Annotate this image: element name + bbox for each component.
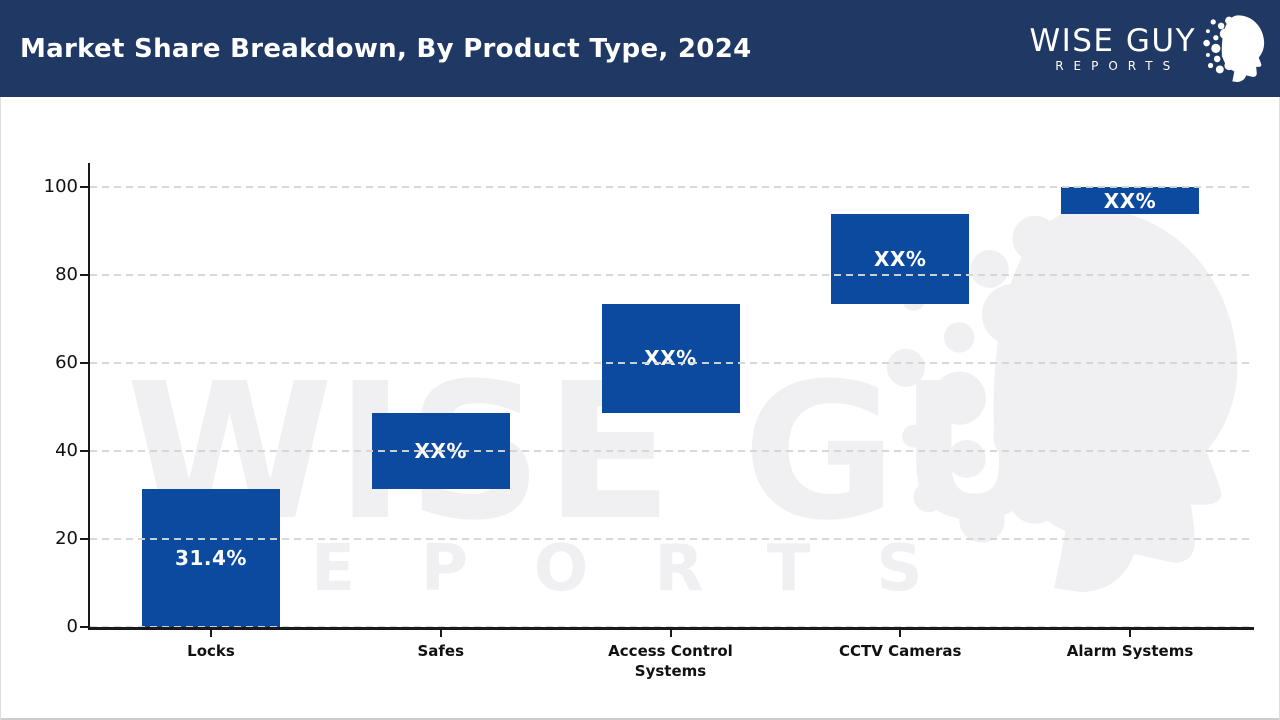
logo-head-icon [1203, 14, 1265, 82]
left-edge-line [0, 97, 1, 720]
x-axis-label-cctv-cameras: CCTV Cameras [839, 642, 962, 660]
y-axis-line [88, 163, 90, 630]
x-axis-label-safes: Safes [417, 642, 465, 660]
x-axis-label-alarm-systems: Alarm Systems [1066, 642, 1194, 660]
bar-value-label: XX% [874, 246, 927, 271]
y-tick-mark [80, 538, 89, 540]
watermark-subtext: REPORTS [196, 532, 989, 606]
bar-access-control-systems: XX% [601, 303, 740, 413]
bar-alarm-systems: XX% [1061, 187, 1199, 215]
x-tick-mark [439, 629, 442, 637]
bar-value-label: XX% [644, 346, 697, 371]
gridline [90, 186, 1252, 188]
wise-guy-logo: WISE GUY REPORTS [1029, 11, 1266, 87]
gridline [90, 538, 1252, 540]
watermark-head-icon [887, 208, 1238, 592]
y-tick-label: 80 [55, 264, 78, 285]
x-tick-mark [669, 629, 672, 637]
logo-wordmark-line2: REPORTS [1055, 58, 1181, 73]
bar-locks: 31.4% [142, 488, 280, 627]
bar-cctv-cameras: XX% [831, 214, 970, 304]
y-tick-mark [80, 626, 89, 628]
x-tick-mark [1129, 629, 1131, 637]
logo-wordmark-line1: WISE GUY [1029, 22, 1196, 59]
y-tick-label: 60 [55, 352, 78, 373]
y-tick-mark [80, 450, 89, 452]
chart-title: Market Share Breakdown, By Product Type,… [20, 33, 752, 64]
y-tick-label: 100 [43, 176, 78, 197]
bar-value-label: 31.4% [175, 545, 247, 570]
y-tick-label: 0 [66, 616, 78, 637]
y-tick-label: 40 [55, 440, 78, 461]
x-tick-mark [899, 629, 902, 637]
x-axis-label-locks: Locks [187, 642, 235, 660]
y-tick-mark [80, 362, 89, 364]
gridline [90, 274, 1252, 276]
y-tick-mark [80, 274, 89, 276]
gridline [90, 450, 1252, 452]
bottom-edge-line [0, 718, 1280, 720]
y-tick-mark [80, 186, 89, 188]
header-bar: Market Share Breakdown, By Product Type,… [0, 0, 1280, 97]
logo-wordmark: WISE GUY REPORTS [1029, 22, 1196, 73]
x-axis-line [88, 627, 1254, 630]
chart-area: WISE GUY REPORTS 0 20 40 60 [0, 97, 1280, 720]
y-tick-label: 20 [55, 528, 78, 549]
bar-value-label: XX% [1103, 188, 1157, 213]
x-axis-label-access-control-systems: Access Control Systems [608, 642, 733, 681]
x-tick-mark [210, 629, 212, 637]
gridline [90, 362, 1252, 364]
